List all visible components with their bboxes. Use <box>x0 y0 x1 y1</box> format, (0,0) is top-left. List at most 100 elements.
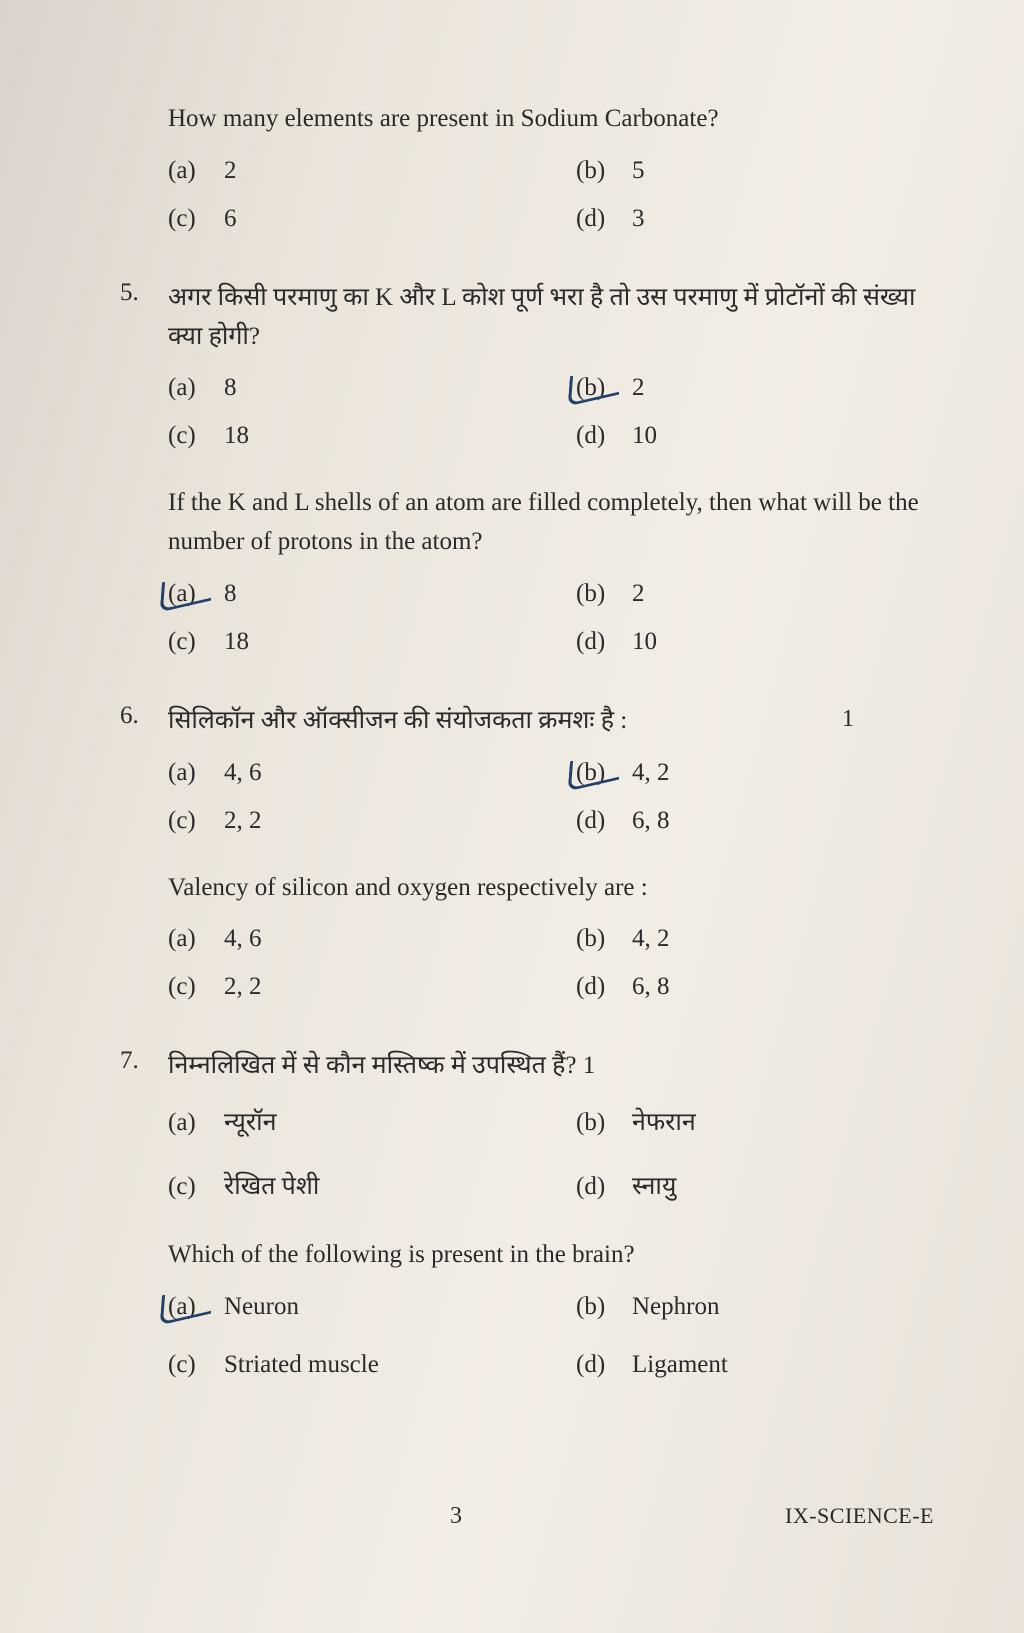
option-label: (d) <box>576 1351 632 1379</box>
option-text: 18 <box>224 628 536 656</box>
option-text: 6, 8 <box>632 973 944 1001</box>
q7-options-en: (a) Neuron (b) Nephron (c) Striated musc… <box>168 1293 944 1379</box>
option-label: (d) <box>576 628 632 656</box>
option-text: 4, 6 <box>224 759 536 787</box>
q6-marks: 1 <box>842 706 854 733</box>
option-text: रेखित पेशी <box>224 1168 536 1202</box>
option-text: 6, 8 <box>632 807 944 835</box>
option-text: 3 <box>632 205 944 233</box>
option-label: (c) <box>168 973 224 1001</box>
q6-text-en: Valency of silicon and oxygen respective… <box>168 869 944 908</box>
q6-en-opt-a: (a) 4, 6 <box>168 925 536 953</box>
page-number: 3 <box>450 1503 462 1530</box>
option-label: (c) <box>168 1173 224 1201</box>
option-label: (b) <box>576 580 632 608</box>
q5-en-opt-a: (a) 8 <box>168 580 536 608</box>
q7-options-hi: (a) न्यूरॉन (b) नेफरान (c) रेखित पेशी (d… <box>168 1104 944 1202</box>
q5-options-en: (a) 8 (b) 2 (c) 18 (d) 10 <box>168 580 944 656</box>
option-label: (b) <box>576 157 632 185</box>
option-label-marked: (b) <box>576 374 632 402</box>
q5-hi-opt-d: (d) 10 <box>576 422 944 450</box>
option-label: (a) <box>168 374 224 402</box>
q5-number: 5. <box>120 279 168 307</box>
option-text: 4, 2 <box>632 759 944 787</box>
option-text: 6 <box>224 205 536 233</box>
option-label: (b) <box>576 1293 632 1321</box>
option-text: 2, 2 <box>224 807 536 835</box>
q6-options-hi: (a) 4, 6 (b) 4, 2 (c) 2, 2 (d) 6, 8 <box>168 759 944 835</box>
option-text: 10 <box>632 628 944 656</box>
q6-hi-opt-b: (b) 4, 2 <box>576 759 944 787</box>
q5-options-hi: (a) 8 (b) 2 (c) 18 (d) 10 <box>168 374 944 450</box>
q7-marks: 1 <box>583 1052 596 1079</box>
option-label: (a) <box>168 1109 224 1137</box>
option-text: 18 <box>224 422 536 450</box>
option-label: (d) <box>576 422 632 450</box>
q4-text-en: How many elements are present in Sodium … <box>168 100 944 139</box>
option-label: (a) <box>168 925 224 953</box>
option-label: (c) <box>168 807 224 835</box>
q6-hi-opt-d: (d) 6, 8 <box>576 807 944 835</box>
q7-text-hi-span: निम्नलिखित में से कौन मस्तिष्क में उपस्थ… <box>168 1052 576 1079</box>
q5-en-opt-c: (c) 18 <box>168 628 536 656</box>
option-text: 4, 2 <box>632 925 944 953</box>
q6-en-opt-d: (d) 6, 8 <box>576 973 944 1001</box>
option-text: 2 <box>632 580 944 608</box>
q5-text-hi: अगर किसी परमाणु का K और L कोश पूर्ण भरा … <box>168 279 944 357</box>
option-label: (d) <box>576 1173 632 1201</box>
option-label: (d) <box>576 205 632 233</box>
option-text: 8 <box>224 374 536 402</box>
option-label: (d) <box>576 973 632 1001</box>
option-label-marked: (a) <box>168 580 224 608</box>
q6-row: 1 6. सिलिकॉन और ऑक्सीजन की संयोजकता क्रम… <box>120 702 944 1036</box>
q7-en-opt-b: (b) Nephron <box>576 1293 944 1321</box>
option-label: (b) <box>576 1109 632 1137</box>
option-text: 5 <box>632 157 944 185</box>
q6-options-en: (a) 4, 6 (b) 4, 2 (c) 2, 2 (d) 6, 8 <box>168 925 944 1001</box>
q4-tail-body: How many elements are present in Sodium … <box>168 100 944 267</box>
q7-number: 7. <box>120 1047 168 1075</box>
option-label: (d) <box>576 807 632 835</box>
q7-row: 7. निम्नलिखित में से कौन मस्तिष्क में उप… <box>120 1047 944 1413</box>
q7-hi-opt-a: (a) न्यूरॉन <box>168 1104 536 1138</box>
option-label: (a) <box>168 759 224 787</box>
option-text: नेफरान <box>632 1104 944 1138</box>
option-text: Neuron <box>224 1293 536 1321</box>
option-text: 4, 6 <box>224 925 536 953</box>
q5-hi-opt-a: (a) 8 <box>168 374 536 402</box>
option-label: (c) <box>168 422 224 450</box>
option-text: 10 <box>632 422 944 450</box>
q7-text-hi: निम्नलिखित में से कौन मस्तिष्क में उपस्थ… <box>168 1047 944 1086</box>
option-text: 8 <box>224 580 536 608</box>
footer-code: IX-SCIENCE-E <box>785 1503 934 1529</box>
q4-options: (a) 2 (b) 5 (c) 6 (d) 3 <box>168 157 944 233</box>
page-footer: 3 IX-SCIENCE-E <box>120 1503 944 1530</box>
q6-hi-opt-c: (c) 2, 2 <box>168 807 536 835</box>
q5-row: 5. अगर किसी परमाणु का K और L कोश पूर्ण भ… <box>120 279 944 690</box>
option-text: Ligament <box>632 1351 944 1379</box>
q6-en-opt-b: (b) 4, 2 <box>576 925 944 953</box>
option-label: (c) <box>168 1351 224 1379</box>
q6-text-hi: सिलिकॉन और ऑक्सीजन की संयोजकता क्रमशः है… <box>168 702 944 741</box>
q5-hi-opt-b: (b) 2 <box>576 374 944 402</box>
option-label: (a) <box>168 157 224 185</box>
q5-text-en: If the K and L shells of an atom are fil… <box>168 484 944 562</box>
q4-opt-c: (c) 6 <box>168 205 536 233</box>
option-label: (c) <box>168 628 224 656</box>
option-text: 2 <box>632 374 944 402</box>
option-text: Striated muscle <box>224 1351 536 1379</box>
option-text: स्नायु <box>632 1168 944 1202</box>
exam-page: How many elements are present in Sodium … <box>0 0 1024 1633</box>
q5-en-opt-d: (d) 10 <box>576 628 944 656</box>
q6-body: सिलिकॉन और ऑक्सीजन की संयोजकता क्रमशः है… <box>168 702 944 1036</box>
q7-text-en: Which of the following is present in the… <box>168 1236 944 1275</box>
q7-hi-opt-b: (b) नेफरान <box>576 1104 944 1138</box>
option-label-marked: (a) <box>168 1293 224 1321</box>
q7-hi-opt-d: (d) स्नायु <box>576 1168 944 1202</box>
option-text: 2 <box>224 157 536 185</box>
q6-number: 6. <box>120 702 168 730</box>
q5-en-opt-b: (b) 2 <box>576 580 944 608</box>
q4-opt-a: (a) 2 <box>168 157 536 185</box>
q4-opt-b: (b) 5 <box>576 157 944 185</box>
q7-en-opt-a: (a) Neuron <box>168 1293 536 1321</box>
